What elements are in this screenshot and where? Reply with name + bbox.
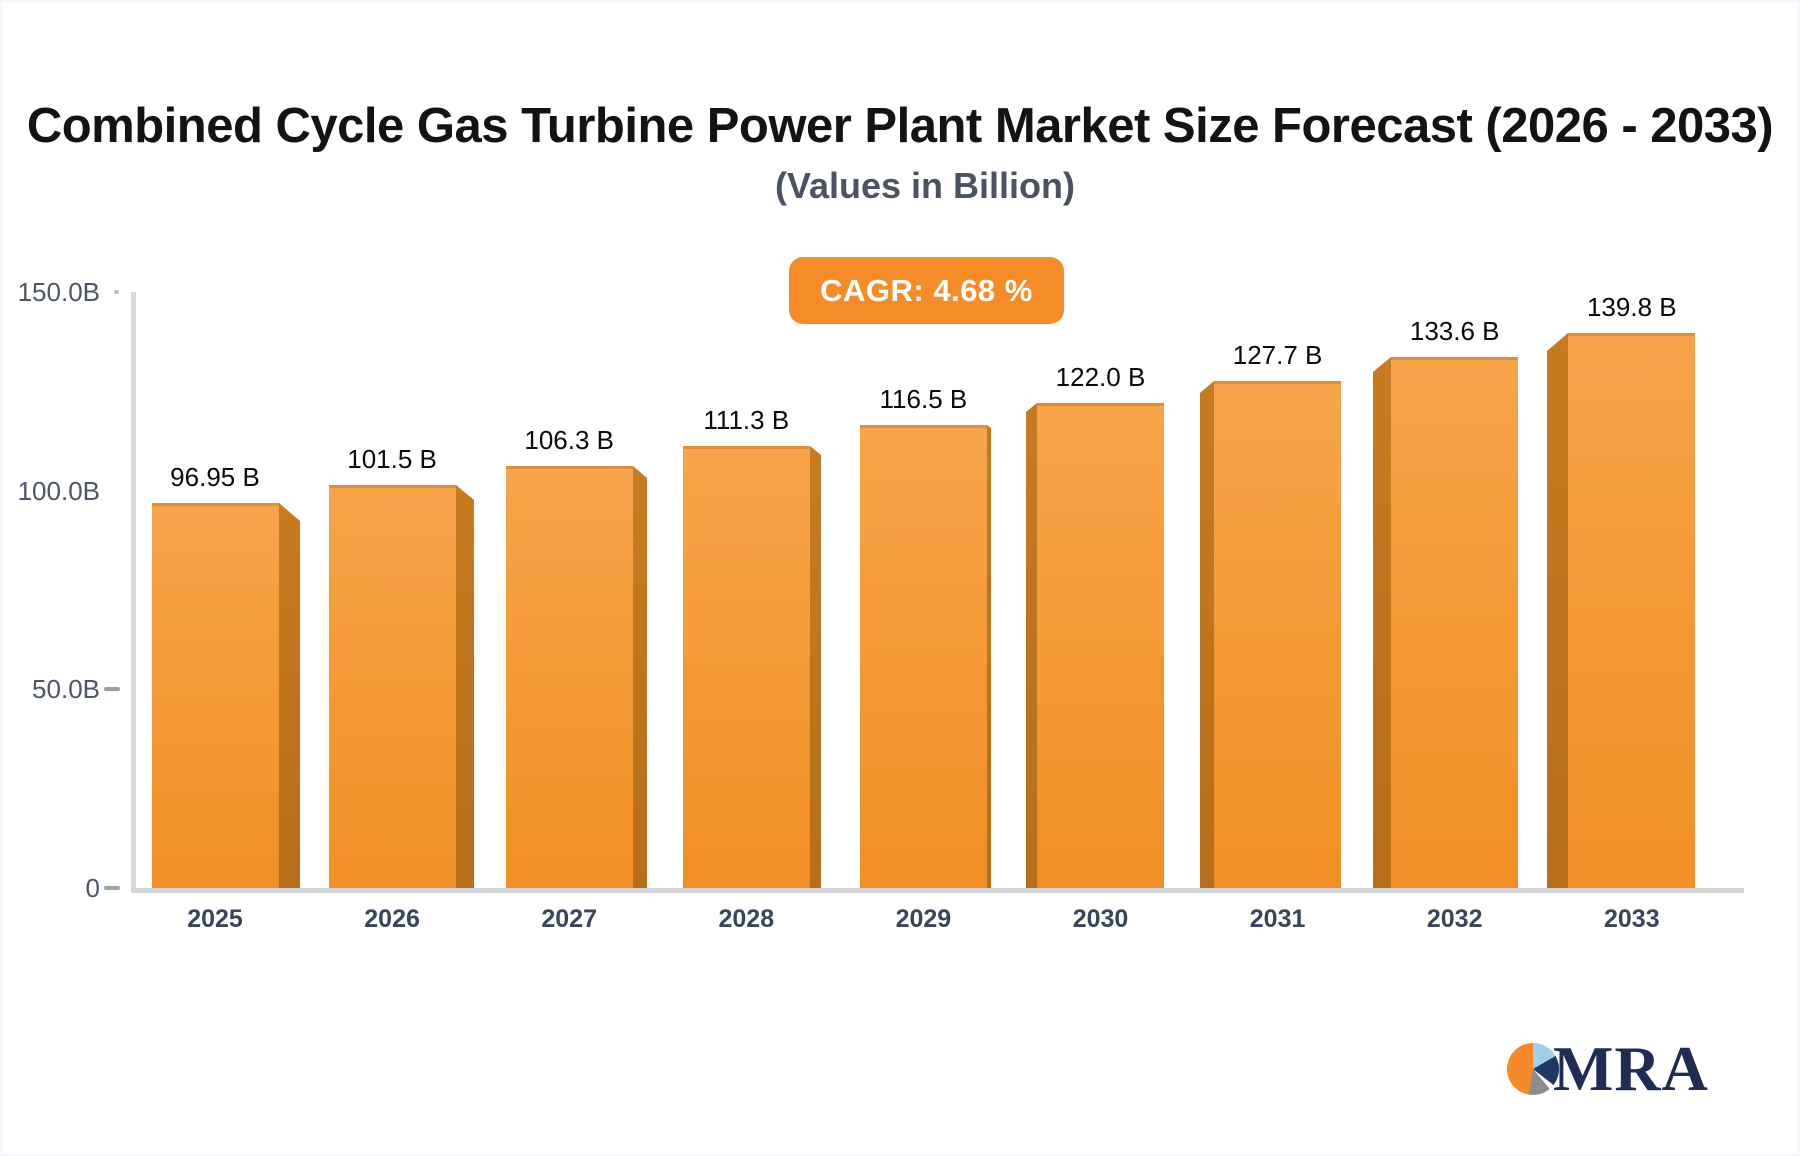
bar-side-face — [810, 446, 821, 888]
y-tick-label: 150.0B — [17, 277, 100, 307]
chart-title: Combined Cycle Gas Turbine Power Plant M… — [26, 99, 1774, 153]
bar — [860, 425, 987, 888]
bar-side-face — [279, 503, 300, 888]
bar — [1214, 381, 1341, 888]
bar-value-label: 139.8 B — [1586, 292, 1677, 322]
y-tick-label: 0 — [85, 873, 100, 903]
bar-value-label: 111.3 B — [703, 405, 790, 435]
x-tick-label: 2025 — [187, 905, 243, 933]
bar-value-label: 101.5 B — [347, 444, 437, 474]
y-tick-mark — [114, 290, 119, 294]
x-axis-line — [131, 888, 1744, 893]
bar-side-face — [1547, 333, 1568, 888]
brand-logo-text: MRA — [1553, 1033, 1709, 1104]
x-tick-label: 2027 — [541, 905, 597, 933]
x-tick-label: 2032 — [1426, 905, 1483, 933]
brand-logo: MRA — [1507, 1033, 1709, 1104]
x-tick-label: 2030 — [1072, 905, 1129, 933]
cagr-badge: CAGR: 4.68 % — [789, 257, 1064, 324]
bar-value-label: 122.0 B — [1055, 362, 1146, 392]
x-tick-label: 2033 — [1603, 905, 1660, 933]
bar-value-label: 96.95 B — [170, 462, 260, 492]
pie-chart-logo-icon — [1507, 1043, 1559, 1095]
bar-value-label: 106.3 B — [524, 425, 614, 455]
bar-side-face — [633, 466, 647, 888]
bar — [152, 503, 279, 888]
y-tick-mark — [104, 687, 120, 692]
bar-value-label: 133.6 B — [1409, 316, 1500, 346]
x-tick-label: 2028 — [718, 905, 775, 933]
x-tick-label: 2026 — [364, 905, 420, 933]
y-axis-line — [131, 292, 136, 888]
y-tick-mark — [104, 886, 120, 890]
bar — [683, 446, 810, 888]
bar-side-face — [456, 485, 474, 888]
bar — [1568, 333, 1695, 888]
bar-side-face — [1026, 403, 1037, 888]
x-tick-label: 2031 — [1249, 905, 1306, 933]
bar-side-face — [1373, 357, 1391, 888]
bar — [329, 485, 456, 888]
bar — [1037, 403, 1164, 888]
bar-value-label: 116.5 B — [879, 384, 968, 414]
x-tick-label: 2029 — [895, 905, 952, 933]
bar — [1391, 357, 1518, 888]
y-tick-label: 50.0B — [32, 674, 100, 705]
chart-subtitle: (Values in Billion) — [774, 165, 1076, 206]
bar — [506, 466, 633, 888]
bar-side-face — [1200, 381, 1214, 888]
bar-side-face — [987, 425, 991, 888]
y-tick-label: 100.0B — [17, 475, 100, 506]
bar-value-label: 127.7 B — [1232, 340, 1323, 370]
